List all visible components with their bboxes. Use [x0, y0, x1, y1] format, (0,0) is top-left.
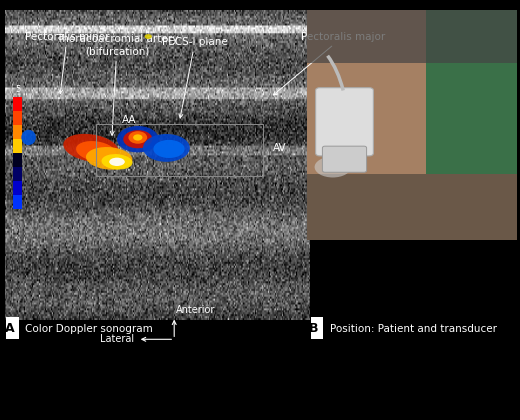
Bar [13, 153, 22, 167]
Bar [426, 10, 517, 174]
Bar [13, 167, 22, 181]
Bar [96, 123, 263, 176]
Ellipse shape [133, 134, 142, 141]
Text: Copyright © McGraw-Hill Education. All rights reserved.: Copyright © McGraw-Hill Education. All r… [9, 402, 301, 412]
Text: Lateral: Lateral [100, 334, 134, 344]
Text: PECS-I plane: PECS-I plane [162, 37, 228, 118]
Ellipse shape [86, 147, 133, 170]
Bar [13, 139, 22, 153]
Text: 5: 5 [15, 85, 20, 94]
Text: Pectoralis major: Pectoralis major [274, 32, 385, 95]
Text: B: B [309, 323, 319, 335]
Circle shape [145, 34, 152, 39]
Bar [13, 111, 22, 125]
FancyBboxPatch shape [316, 88, 373, 156]
Bar [307, 10, 517, 174]
Bar [13, 195, 22, 209]
Ellipse shape [153, 140, 185, 158]
Text: Color Doppler sonogram: Color Doppler sonogram [25, 324, 153, 334]
Ellipse shape [109, 158, 125, 166]
Bar [307, 10, 517, 63]
Text: Source: Manoj K. Karmakar, Edmund Soh, Victor Chee, Kenneth Sheah:: Source: Manoj K. Karmakar, Edmund Soh, V… [9, 359, 380, 369]
Ellipse shape [63, 134, 119, 162]
Ellipse shape [128, 131, 147, 144]
Bar [13, 181, 22, 195]
FancyBboxPatch shape [322, 146, 367, 172]
Ellipse shape [123, 130, 152, 148]
Text: Anterior: Anterior [176, 305, 215, 315]
Bar [311, 317, 323, 339]
Text: Position: Patient and transducer: Position: Patient and transducer [330, 324, 497, 334]
Ellipse shape [76, 141, 116, 162]
Ellipse shape [117, 126, 159, 152]
Text: Atlas of Sonoanatomy for Regional Anesthesia and Pain Medicine: Atlas of Sonoanatomy for Regional Anesth… [9, 381, 348, 391]
Bar [307, 10, 517, 240]
Text: AA: AA [122, 115, 137, 125]
Ellipse shape [143, 134, 190, 162]
Bar [13, 97, 22, 111]
Text: Pectoralis minor: Pectoralis minor [25, 32, 110, 94]
Text: A: A [5, 323, 14, 335]
Text: Thoracoacromial artery
(bifurcation): Thoracoacromial artery (bifurcation) [56, 34, 178, 135]
Bar [13, 125, 22, 139]
Ellipse shape [21, 130, 36, 145]
Text: AV: AV [273, 143, 287, 153]
Bar [6, 317, 19, 339]
Ellipse shape [101, 154, 133, 170]
Ellipse shape [315, 157, 351, 178]
